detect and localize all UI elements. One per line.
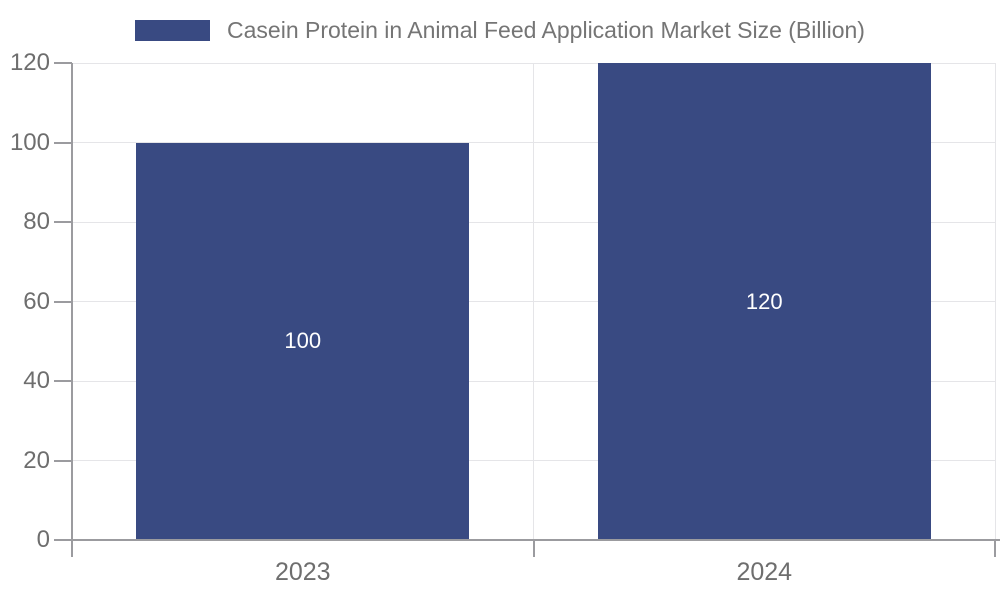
- y-axis-tick: [54, 459, 72, 462]
- y-axis-tick: [54, 221, 72, 223]
- y-axis-tick-label: 40: [23, 367, 50, 394]
- legend-label: Casein Protein in Animal Feed Applicatio…: [227, 17, 865, 43]
- y-axis-tick-label: 80: [23, 208, 50, 235]
- legend-item[interactable]: Casein Protein in Animal Feed Applicatio…: [135, 16, 865, 44]
- bar-2024[interactable]: [597, 63, 931, 540]
- legend-swatch-icon: [135, 19, 211, 41]
- gridline-vertical: [994, 63, 996, 540]
- gridline-vertical: [533, 63, 534, 540]
- y-axis-tick: [54, 62, 72, 64]
- y-axis-tick-label: 0: [36, 526, 50, 553]
- x-axis-label-2023: 2023: [274, 558, 331, 586]
- x-axis-line: [72, 539, 1000, 541]
- x-axis-tick: [71, 540, 73, 557]
- chart-legend: Casein Protein in Animal Feed Applicatio…: [0, 16, 1000, 44]
- y-axis-tick: [54, 141, 72, 144]
- x-axis-label-2024: 2024: [736, 558, 793, 586]
- y-axis-tick-label: 100: [9, 128, 50, 156]
- y-axis-tick: [54, 300, 72, 303]
- y-axis-tick-label: 20: [23, 446, 50, 474]
- y-axis-tick: [54, 539, 72, 541]
- x-axis-tick: [994, 540, 996, 557]
- y-axis-line: [71, 63, 73, 542]
- y-axis-tick: [54, 380, 72, 382]
- x-axis-tick: [532, 540, 535, 557]
- bar-2023[interactable]: [136, 142, 470, 540]
- y-axis-tick-label: 120: [9, 49, 50, 76]
- y-axis-tick-label: 60: [23, 287, 50, 315]
